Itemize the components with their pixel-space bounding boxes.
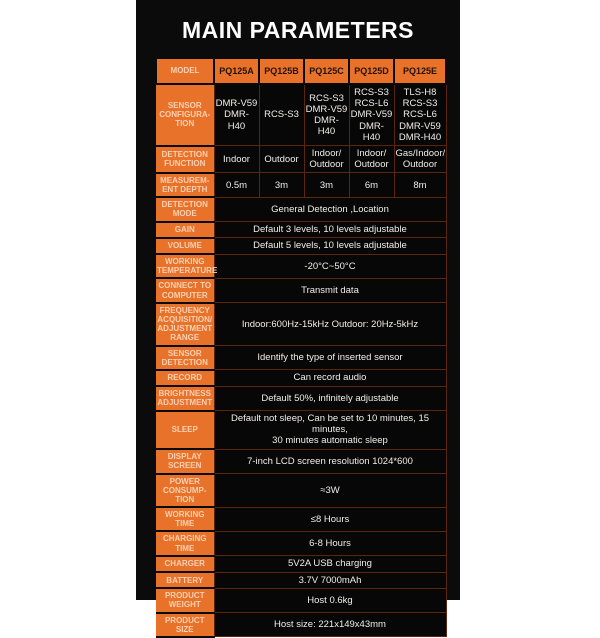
row-label: BRIGHTNESS ADJUSTMENT: [156, 385, 214, 412]
row-battery: BATTERY 3.7V 7000mAh: [156, 571, 447, 590]
row-label: PRODUCT WEIGHT: [156, 587, 214, 614]
cell-value: ≤8 Hours: [213, 506, 447, 532]
cell-value: 3m: [303, 172, 350, 198]
row-label: RECORD: [156, 368, 214, 388]
row-power-consumption: POWER CONSUMP- TION ≈3W: [156, 472, 447, 509]
cell-value: Host size: 221x149x43mm: [213, 612, 447, 638]
row-volume: VOLUME Default 5 levels, 10 levels adjus…: [156, 236, 447, 256]
row-sleep: SLEEP Default not sleep, Can be set to 1…: [156, 409, 447, 451]
row-product-weight: PRODUCT WEIGHT Host 0.6kg: [156, 587, 447, 614]
cell-value: 8m: [393, 172, 447, 198]
row-gain: GAIN Default 3 levels, 10 levels adjusta…: [156, 220, 447, 239]
row-label: POWER CONSUMP- TION: [156, 472, 214, 509]
cell-value: TLS-H8 RCS-S3 RCS-L6 DMR-V59 DMR-H40: [393, 83, 447, 147]
cell-value: Can record audio: [213, 369, 447, 387]
row-brightness-adjustment: BRIGHTNESS ADJUSTMENT Default 50%, infin…: [156, 385, 447, 412]
cell-value: 3.7V 7000mAh: [213, 571, 447, 589]
row-sensor-detection: SENSOR DETECTION Identify the type of in…: [156, 344, 447, 371]
spec-panel: MAIN PARAMETERS MODEL PQ125A PQ125B PQ12…: [136, 0, 460, 638]
cell-value: Default 5 levels, 10 levels adjustable: [213, 237, 447, 255]
row-label: DISPLAY SCREEN: [156, 448, 214, 475]
row-label: FREQUENCY ACQUISITION/ ADJUSTMENT RANGE: [156, 301, 214, 347]
row-display-screen: DISPLAY SCREEN 7-inch LCD screen resolut…: [156, 448, 447, 475]
row-label: GAIN: [156, 220, 214, 239]
row-label: CONNECT TO COMPUTER: [156, 277, 214, 304]
cell-value: 5V2A USB charging: [213, 555, 447, 573]
cell-value: General Detection ,Location: [213, 196, 447, 223]
cell-value: 6-8 Hours: [213, 530, 447, 557]
cell-value: Indoor/ Outdoor: [303, 145, 350, 174]
cell-value: Transmit data: [213, 277, 447, 304]
row-label: WORKING TIME: [156, 506, 214, 533]
row-measurement-depth: MEASUREM- ENT DEPTH 0.5m 3m 3m 6m 8m: [156, 171, 447, 199]
cell-value: Default 3 levels, 10 levels adjustable: [213, 221, 447, 239]
cell-value: RCS-S3 RCS-L6 DMR-V59 DMR-H40: [348, 83, 395, 147]
row-detection-function: DETECTION FUNCTION Indoor Outdoor Indoor…: [156, 144, 447, 174]
model-header: PQ125E: [393, 57, 447, 85]
cell-value: 6m: [348, 172, 395, 198]
row-product-size: PRODUCT SIZE Host size: 221x149x43mm: [156, 611, 447, 638]
cell-value: Indoor:600Hz-15kHz Outdoor: 20Hz-5kHz: [213, 302, 447, 347]
row-label: MODEL: [155, 57, 215, 85]
model-header: PQ125A: [213, 57, 260, 85]
cell-value: Outdoor: [258, 145, 305, 174]
cell-value: Default not sleep, Can be set to 10 minu…: [213, 410, 447, 450]
cell-value: Indoor/ Outdoor: [348, 145, 395, 174]
row-label: VOLUME: [156, 236, 214, 256]
row-record: RECORD Can record audio: [156, 368, 447, 388]
row-label: SENSOR DETECTION: [156, 344, 214, 371]
cell-value: Default 50%, infinitely adjustable: [213, 385, 447, 412]
cell-value: ≈3W: [213, 473, 447, 508]
cell-value: DMR-V59 DMR-H40: [213, 83, 260, 147]
row-model: MODEL PQ125A PQ125B PQ125C PQ125D PQ125E: [155, 57, 447, 85]
row-label: SENSOR CONFIGURA- TION: [156, 83, 214, 147]
row-label: MEASUREM- ENT DEPTH: [156, 171, 214, 199]
cell-value: RCS-S3 DMR-V59 DMR-H40: [303, 83, 350, 147]
parameters-table: MODEL PQ125A PQ125B PQ125C PQ125D PQ125E…: [155, 57, 447, 638]
row-charging-time: CHARGING TIME 6-8 Hours: [156, 530, 447, 557]
row-label: CHARGING TIME: [156, 530, 214, 557]
cell-value: RCS-S3: [258, 83, 305, 147]
row-label: CHARGER: [156, 554, 214, 574]
row-frequency-range: FREQUENCY ACQUISITION/ ADJUSTMENT RANGE …: [156, 301, 447, 347]
row-label: WORKING TEMPERATURE: [156, 253, 217, 280]
cell-value: -20°C~50°C: [213, 253, 447, 279]
cell-value: 7-inch LCD screen resolution 1024*600: [213, 448, 447, 475]
model-header: PQ125B: [258, 57, 305, 85]
model-header: PQ125C: [303, 57, 350, 85]
cell-value: 0.5m: [213, 172, 260, 198]
cell-value: Indoor: [213, 145, 260, 174]
row-label: PRODUCT SIZE: [156, 611, 214, 638]
row-label: DETECTION MODE: [156, 196, 214, 223]
row-label: DETECTION FUNCTION: [156, 144, 214, 174]
cell-value: 3m: [258, 172, 305, 198]
cell-value: Gas/Indoor/ Outdoor: [393, 145, 447, 174]
row-connect-to-computer: CONNECT TO COMPUTER Transmit data: [156, 277, 447, 304]
page-title: MAIN PARAMETERS: [182, 17, 414, 43]
row-working-temperature: WORKING TEMPERATURE -20°C~50°C: [156, 253, 447, 280]
row-label: SLEEP: [156, 409, 214, 451]
row-label: BATTERY: [156, 571, 214, 590]
cell-value: Identify the type of inserted sensor: [213, 345, 447, 371]
row-charger: CHARGER 5V2A USB charging: [156, 554, 447, 574]
cell-value: Host 0.6kg: [213, 587, 447, 614]
row-sensor-configuration: SENSOR CONFIGURA- TION DMR-V59 DMR-H40 R…: [156, 83, 447, 147]
row-working-time: WORKING TIME ≤8 Hours: [156, 506, 447, 533]
model-header: PQ125D: [348, 57, 395, 85]
row-detection-mode: DETECTION MODE General Detection ,Locati…: [156, 196, 447, 223]
